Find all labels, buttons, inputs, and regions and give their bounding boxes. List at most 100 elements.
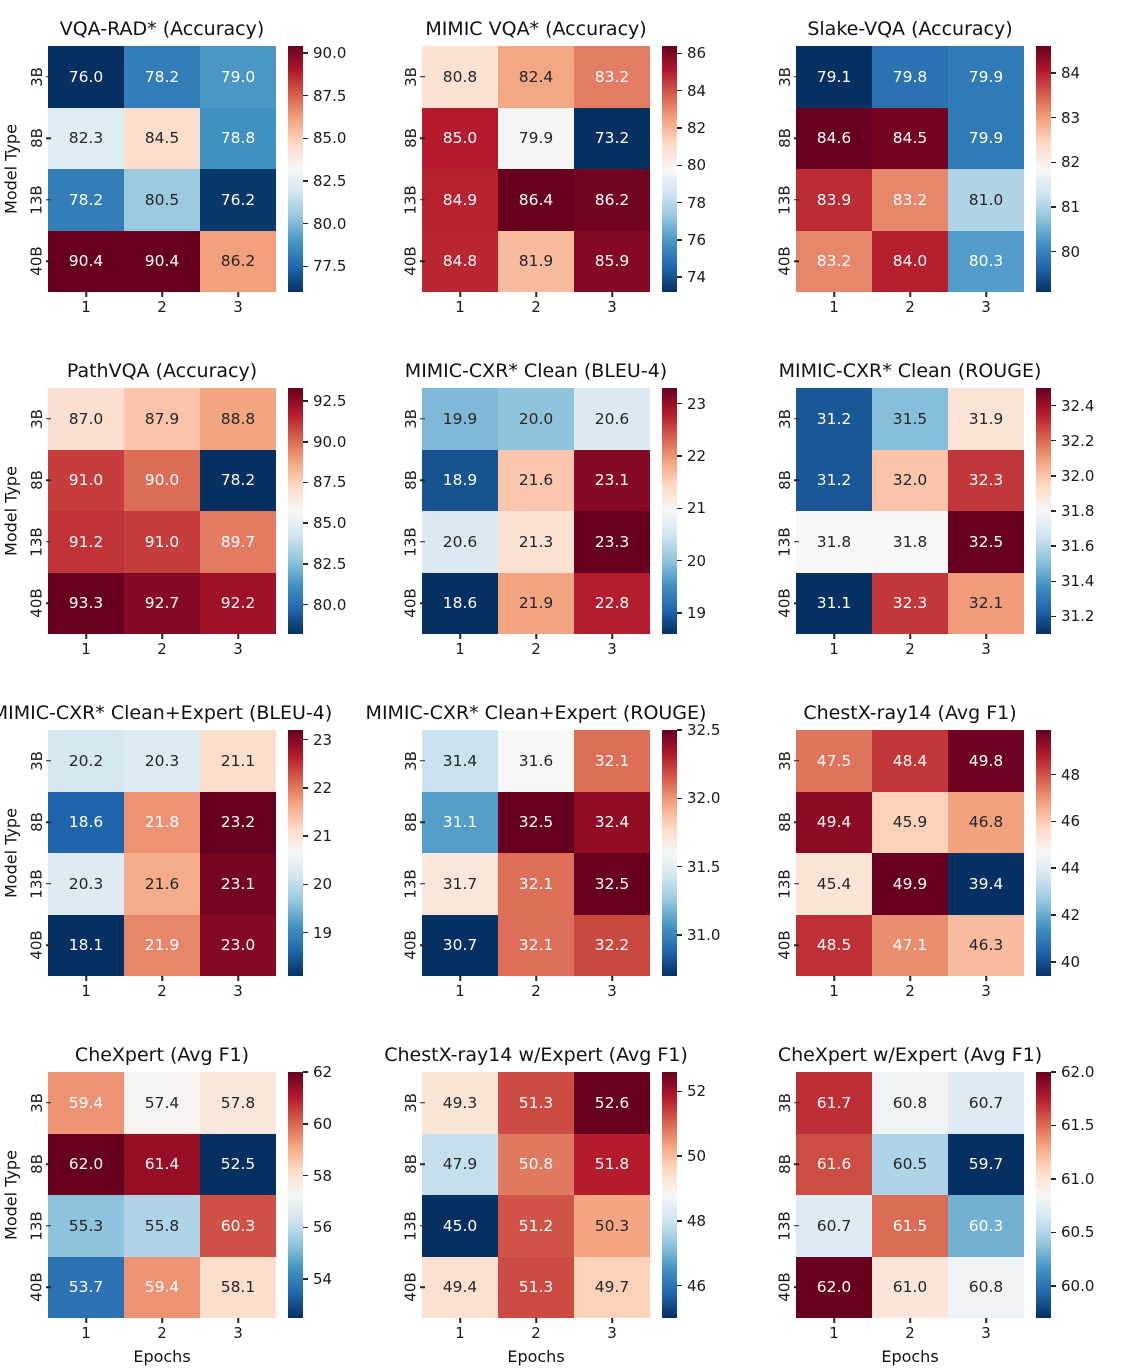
heatmap-cell: 18.6 (48, 791, 124, 853)
panel-title: ChestX-ray14 w/Expert (Avg F1) (384, 1044, 688, 1067)
colorbar-tick-mark (303, 481, 308, 484)
colorbar-tick-mark (303, 137, 308, 139)
panel-title: VQA-RAD* (Accuracy) (59, 18, 265, 41)
heatmap-cell: 60.7 (948, 1072, 1024, 1134)
x-tick-label: 2 (872, 1318, 948, 1342)
colorbar-tick-mark (1051, 1231, 1056, 1234)
heatmap-cell: 50.3 (574, 1195, 650, 1257)
colorbar-tick: 31.2 (1051, 607, 1094, 625)
panel-title-row: MIMIC VQA* (Accuracy) (422, 0, 650, 46)
x-tick-label: 3 (200, 292, 276, 316)
colorbar-tick-mark (303, 522, 308, 524)
y-tick-label: 40B (770, 915, 799, 977)
panel-title-row: MIMIC-CXR* Clean+Expert (ROUGE) (366, 684, 707, 730)
heatmap-cell: 91.2 (48, 511, 124, 573)
heatmap-cell: 58.1 (200, 1256, 276, 1318)
colorbar-tick: 80.0 (303, 215, 346, 233)
colorbar-tick: 22 (303, 779, 332, 797)
y-tick-label: 13B (396, 511, 425, 573)
heatmap-cell: 78.8 (200, 107, 276, 169)
colorbar-tick-mark (1051, 404, 1056, 407)
x-tick-label: 1 (422, 1318, 498, 1342)
heatmap-cell: 32.5 (574, 853, 650, 915)
heatmap-cell: 62.0 (796, 1256, 872, 1318)
y-tick-label: 13B (396, 1195, 425, 1257)
heatmap-cell: 32.0 (872, 449, 948, 511)
colorbar-tick-mark (1051, 510, 1056, 512)
x-tick-label: 1 (48, 292, 124, 316)
heatmap-cell: 51.2 (498, 1195, 574, 1257)
colorbar-tick-mark (303, 738, 308, 741)
heatmap-cell: 55.8 (124, 1195, 200, 1257)
panel-title: Slake-VQA (Accuracy) (807, 18, 1013, 41)
heatmap-cell: 92.7 (124, 572, 200, 634)
colorbar-tick-labels: 52 50 48 46 (677, 1072, 748, 1318)
heatmap-cell: 32.4 (574, 791, 650, 853)
heatmap-cell: 80.8 (422, 46, 498, 108)
heatmap-cell: 59.4 (124, 1256, 200, 1318)
heatmap-cell: 55.3 (48, 1195, 124, 1257)
heatmap-cell: 90.4 (124, 230, 200, 292)
heatmap-cell: 52.6 (574, 1072, 650, 1134)
heatmap-cell: 22.8 (574, 572, 650, 634)
panel-title-row: VQA-RAD* (Accuracy) (48, 0, 276, 46)
heatmap-cell: 90.4 (48, 230, 124, 292)
colorbar-tick: 60.5 (1051, 1223, 1094, 1241)
y-axis-label: Model Type (1, 1150, 21, 1240)
y-axis-label-column: Model Type (0, 730, 22, 976)
colorbar-tick: 31.5 (677, 858, 720, 876)
heatmap-cell: 21.9 (124, 914, 200, 976)
x-tick-label: 2 (498, 1318, 574, 1342)
heatmap-cell: 61.0 (872, 1256, 948, 1318)
colorbar-tick-labels: 23 22 21 20 19 (677, 388, 748, 634)
y-tick-label: 8B (770, 450, 799, 512)
colorbar-tick: 84 (677, 82, 706, 100)
y-axis-label-column (748, 1072, 770, 1318)
heatmap-panel: Slake-VQA (Accuracy) 3B 8B 13B 40B 79.1 79.8… (748, 0, 1122, 342)
colorbar-tick-labels: 32.5 32.0 31.5 31.0 (677, 721, 748, 976)
colorbar-tick: 60.0 (1051, 1277, 1094, 1295)
heatmap-cell: 46.3 (948, 914, 1024, 976)
heatmap-cell: 21.3 (498, 511, 574, 573)
colorbar-tick-mark (677, 402, 682, 405)
heatmap-cell: 23.1 (574, 449, 650, 511)
heatmap-cell: 21.8 (124, 791, 200, 853)
y-tick-label: 40B (770, 573, 799, 635)
colorbar-tick-mark (303, 835, 308, 837)
colorbar-tick: 48 (1051, 766, 1080, 784)
heatmap-cell: 49.9 (872, 853, 948, 915)
panel-title: MIMIC-CXR* Clean+Expert (BLEU-4) (0, 702, 333, 725)
heatmap-cell: 82.4 (498, 46, 574, 108)
y-tick-label: 8B (22, 1134, 51, 1196)
y-tick-label: 8B (396, 792, 425, 854)
y-tick-label: 40B (770, 1257, 799, 1319)
heatmap-cell: 23.0 (200, 914, 276, 976)
colorbar-gradient (1036, 388, 1051, 634)
colorbar-tick-mark (677, 934, 682, 936)
heatmap-cell: 32.3 (872, 572, 948, 634)
heatmap-cell: 83.9 (796, 169, 872, 231)
heatmap-cell: 84.8 (422, 230, 498, 292)
colorbar-tick-mark (303, 931, 308, 934)
y-tick-label: 8B (22, 108, 51, 170)
colorbar-tick-mark (1051, 1178, 1056, 1180)
colorbar-tick-mark (1051, 1285, 1056, 1287)
colorbar-tick-mark (677, 1090, 682, 1093)
panel-title-row: PathVQA (Accuracy) (48, 342, 276, 388)
x-tick-label: 3 (574, 292, 650, 316)
heatmap-panel: PathVQA (Accuracy) Model Type 3B 8B 13B 40B… (0, 342, 374, 684)
y-tick-label: 40B (396, 1257, 425, 1319)
x-tick-label: 3 (200, 634, 276, 658)
heatmap-cell: 83.2 (796, 230, 872, 292)
x-tick-label: 2 (498, 634, 574, 658)
colorbar-gap (276, 388, 288, 634)
heatmap-cell: 39.4 (948, 853, 1024, 915)
panel-title-row: Slake-VQA (Accuracy) (796, 0, 1024, 46)
colorbar-gradient (288, 730, 303, 976)
y-axis-label-column (374, 388, 396, 634)
